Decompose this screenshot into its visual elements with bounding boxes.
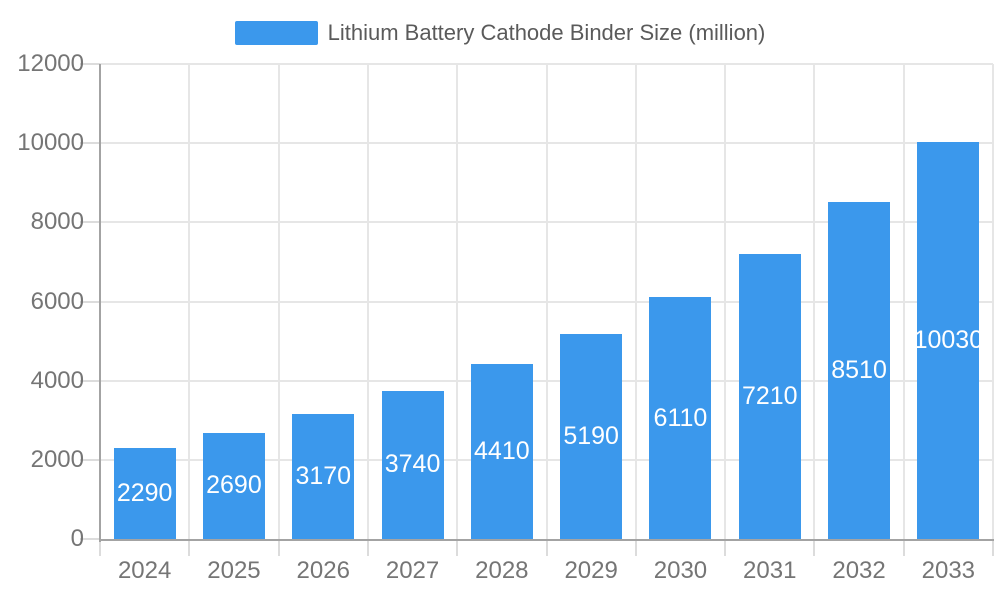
bar-value-label: 3740 <box>384 450 441 479</box>
bar-2032[interactable]: 8510 <box>828 202 891 539</box>
x-axis-tick <box>456 539 459 556</box>
bar-2026[interactable]: 3170 <box>292 413 355 539</box>
y-axis-tick-label: 0 <box>70 525 84 552</box>
legend-label: Lithium Battery Cathode Binder Size (mil… <box>327 20 766 45</box>
x-axis-category-label: 2027 <box>385 557 440 584</box>
x-axis-tick <box>188 539 191 556</box>
x-axis-tick <box>634 539 637 556</box>
x-axis-category-label: 2028 <box>475 557 529 584</box>
x-axis-category-label: 2026 <box>296 557 350 584</box>
x-axis-tick <box>902 539 905 556</box>
y-axis-tick-label: 8000 <box>30 208 84 236</box>
y-axis-tick <box>80 538 100 540</box>
bar-value-label: 7210 <box>741 381 798 410</box>
v-gridline <box>724 64 727 539</box>
y-axis-tick <box>80 300 100 303</box>
x-axis-tick <box>99 539 101 556</box>
x-axis-category-label: 2029 <box>564 557 618 584</box>
v-gridline <box>634 64 637 539</box>
bar-value-label: 6110 <box>653 403 708 432</box>
v-gridline <box>902 64 905 539</box>
x-axis-category-label: 2030 <box>653 557 708 584</box>
x-axis-tick <box>366 539 369 556</box>
v-gridline <box>277 64 280 539</box>
y-axis-tick-label: 6000 <box>30 287 84 315</box>
bar-2033[interactable]: 10030 <box>914 141 983 539</box>
bar-2027[interactable]: 3740 <box>381 390 444 539</box>
x-axis-tick <box>813 539 816 556</box>
x-axis-category-label: 2025 <box>207 557 261 584</box>
legend-swatch <box>234 21 318 45</box>
bar-2029[interactable]: 5190 <box>560 333 623 539</box>
x-axis-line <box>99 539 994 541</box>
bar-2025[interactable]: 2690 <box>202 432 265 539</box>
bar-value-label: 2690 <box>206 471 262 500</box>
v-gridline <box>992 64 994 539</box>
bar-value-label: 3170 <box>295 461 352 490</box>
x-axis-tick <box>277 539 280 556</box>
v-gridline <box>545 64 548 539</box>
x-axis-category-label: 2024 <box>117 557 172 584</box>
bar-value-label: 10030 <box>913 325 984 354</box>
y-axis-tick <box>80 63 100 65</box>
y-axis-tick <box>80 142 100 145</box>
bar-2031[interactable]: 7210 <box>738 253 801 539</box>
y-axis-line <box>99 64 101 542</box>
y-axis-tick-label: 2000 <box>30 445 84 473</box>
bar-value-label: 8510 <box>831 356 887 385</box>
x-axis-tick <box>724 539 727 556</box>
bar-2024[interactable]: 2290 <box>113 448 176 539</box>
legend[interactable]: Lithium Battery Cathode Binder Size (mil… <box>0 17 1000 49</box>
v-gridline <box>188 64 191 539</box>
x-axis-category-label: 2032 <box>832 557 886 584</box>
y-axis-tick <box>80 458 100 461</box>
y-axis-tick <box>80 221 100 224</box>
v-gridline <box>366 64 369 539</box>
y-axis-tick <box>80 379 100 382</box>
v-gridline <box>456 64 459 539</box>
bar-value-label: 4410 <box>474 437 530 466</box>
v-gridline <box>813 64 816 539</box>
x-axis-category-label: 2033 <box>921 557 976 584</box>
x-axis-tick <box>992 539 994 556</box>
bar-2028[interactable]: 4410 <box>470 364 533 539</box>
y-axis-tick-label: 10000 <box>17 129 84 157</box>
y-axis-tick-label: 4000 <box>30 366 84 394</box>
bar-value-label: 2290 <box>116 479 173 508</box>
x-axis-category-label: 2031 <box>743 557 797 584</box>
bar-2030[interactable]: 6110 <box>649 297 712 539</box>
x-axis-tick <box>545 539 548 556</box>
y-axis-tick-label: 12000 <box>17 50 84 77</box>
bar-value-label: 5190 <box>563 421 619 450</box>
